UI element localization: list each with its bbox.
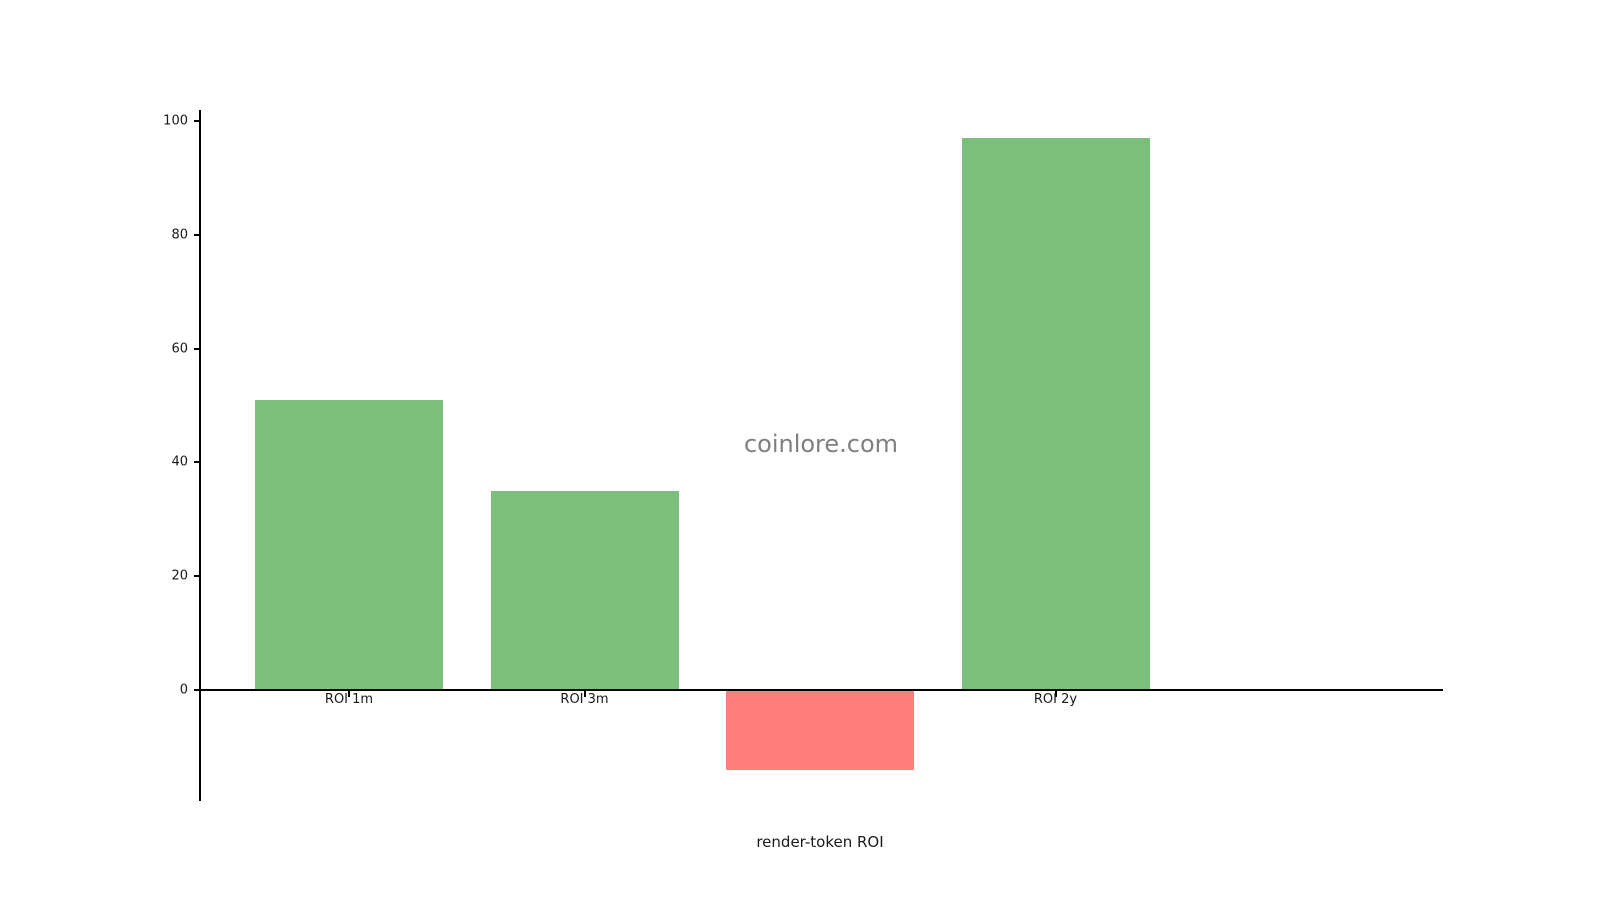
y-tick-mark: [194, 575, 200, 578]
x-tick-label: ROI 3m: [560, 692, 609, 707]
y-tick-mark: [194, 233, 200, 236]
bar-hidden-label: [726, 690, 914, 770]
x-tick-mark: [1054, 689, 1057, 697]
x-tick-label: ROI 2y: [1033, 692, 1078, 707]
y-tick-mark: [194, 461, 200, 464]
watermark-text: coinlore.com: [743, 430, 899, 458]
y-tick-mark: [194, 120, 200, 122]
x-axis-title: render-token ROI: [756, 833, 884, 851]
y-tick-label: 60: [171, 341, 188, 357]
bar-roi-3m: [490, 490, 679, 690]
y-tick-label: 80: [171, 227, 188, 243]
y-tick-label: 20: [171, 568, 188, 584]
bar-roi-1m: [255, 399, 443, 690]
x-tick-label: ROI 1m: [324, 692, 374, 707]
y-tick-mark: [194, 689, 200, 691]
y-tick-label: 0: [179, 682, 188, 698]
x-axis-line: [200, 689, 1443, 691]
y-tick-label: 40: [171, 454, 188, 470]
y-tick-label: 100: [163, 113, 188, 129]
x-tick-mark: [583, 689, 586, 697]
y-axis-line: [199, 110, 201, 801]
y-tick-mark: [194, 347, 200, 350]
x-tick-mark: [348, 689, 350, 697]
bar-roi-2y: [961, 138, 1150, 690]
